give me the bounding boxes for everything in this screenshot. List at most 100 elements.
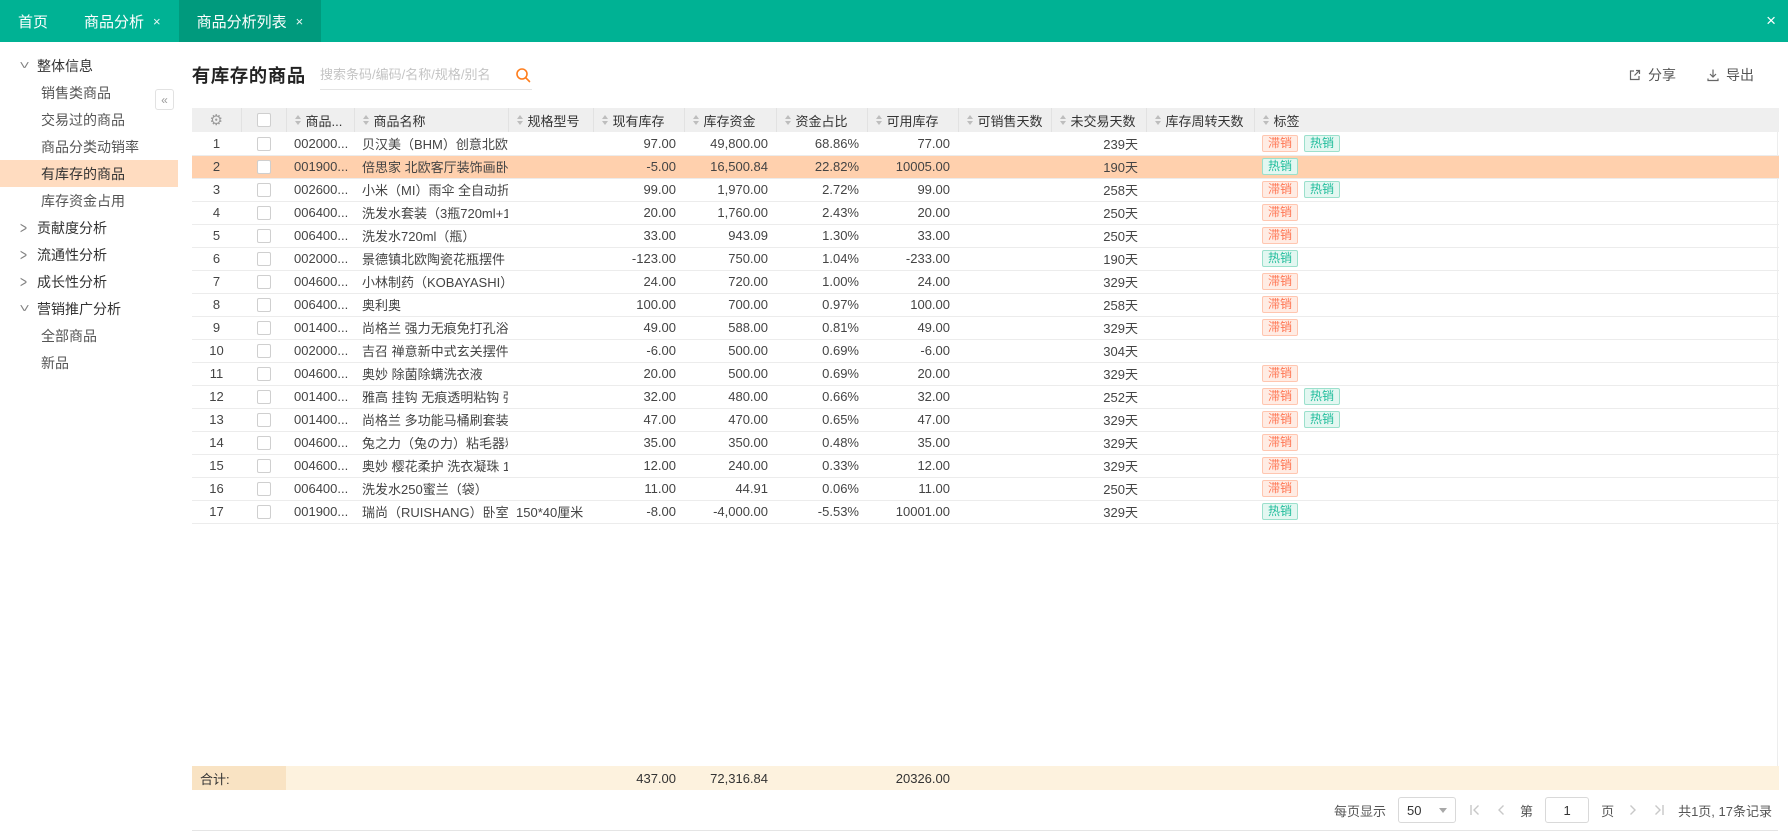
summary-cell — [354, 766, 508, 790]
tab-2[interactable]: 商品分析 × — [66, 0, 179, 42]
column-header-6[interactable]: 资金占比 — [776, 108, 868, 132]
row-checkbox[interactable] — [256, 137, 271, 152]
column-header-7[interactable]: 可用库存 — [867, 108, 959, 132]
row-checkbox[interactable] — [256, 183, 271, 198]
row-checkbox[interactable] — [256, 160, 271, 175]
column-header-10[interactable]: 库存周转天数 — [1146, 108, 1255, 132]
sidebar-item-1-3[interactable]: 商品分类动销率 — [41, 138, 139, 155]
page-title: 有库存的商品 — [192, 66, 306, 86]
table-row[interactable]: 16 006400... 洗发水250蜜兰（袋） 11.00 44.91 0.06% 11.… — [192, 477, 1779, 501]
cell-turnover_days — [1146, 132, 1254, 156]
table-row[interactable]: 6 002000...景德镇北欧陶瓷花瓶摆件 优雅 -123.00750.001.0… — [192, 247, 1779, 271]
tab-label: 首页 — [18, 13, 49, 31]
last-page-button[interactable] — [1652, 803, 1666, 817]
tab-close-icon[interactable]: × — [153, 13, 161, 29]
row-checkbox[interactable] — [256, 344, 271, 359]
tab-3[interactable]: 商品分析列表 × — [178, 0, 322, 42]
row-checkbox[interactable] — [256, 252, 271, 267]
prev-page-button[interactable] — [1494, 803, 1508, 817]
gear-icon[interactable]: ⚙ — [209, 112, 223, 129]
table-row[interactable]: 5 006400... 洗发水720ml（瓶） 33.00 943.09 1.30% 33.… — [192, 224, 1779, 248]
next-page-button[interactable] — [1626, 803, 1640, 817]
cell-sell_days — [958, 362, 1051, 386]
page-size-value: 50 — [1407, 802, 1422, 818]
sidebar-item-5-1[interactable]: 全部商品 — [41, 327, 97, 344]
summary-label: 合计: — [192, 766, 286, 790]
search-input[interactable] — [320, 67, 514, 82]
table-row[interactable]: 8 006400... 奥利奥 100.00 700.00 0.97% 100.00 258天… — [192, 293, 1779, 317]
export-button[interactable]: 导出 — [1706, 65, 1754, 85]
row-index: 12 — [192, 385, 241, 409]
sidebar-group-3[interactable]: > 流通性分析 — [0, 241, 178, 268]
sort-icon — [294, 115, 301, 125]
sidebar-item-5-2[interactable]: 新品 — [41, 354, 69, 371]
select-all-checkbox[interactable] — [256, 113, 271, 127]
table-row[interactable]: 7004600...小林制药（KOBAYASHI）日本24.00720.001.… — [192, 270, 1779, 294]
cell-tags: 滞销 — [1254, 477, 1779, 501]
sidebar-collapse-button[interactable]: « — [155, 89, 174, 110]
column-header-4[interactable]: 现有库存 — [593, 108, 685, 132]
column-header-9[interactable]: 未交易天数 — [1051, 108, 1147, 132]
row-checkbox[interactable] — [256, 505, 271, 520]
row-checkbox[interactable] — [256, 482, 271, 497]
table-row[interactable]: 1 002000...贝汉美（BHM）创意北欧陶瓷花瓶 97.0049,800.00… — [192, 132, 1779, 156]
tab-close-icon[interactable]: × — [295, 13, 304, 29]
cell-turnover_days — [1146, 155, 1254, 179]
cell-available: 24.00 — [867, 270, 958, 294]
cell-fund: 943.09 — [684, 224, 776, 248]
column-header-2[interactable]: 商品名称 — [354, 108, 509, 132]
column-header-8[interactable]: 可销售天数 — [958, 108, 1052, 132]
table-row[interactable]: 4006400...洗发水套装（3瓶720ml+1瓶）20.001,760.00… — [192, 201, 1779, 225]
page-size-select[interactable]: 50 — [1398, 797, 1457, 823]
share-button[interactable]: 分享 — [1628, 65, 1676, 85]
sidebar-item-1-2[interactable]: 交易过的商品 — [41, 111, 125, 128]
table-row[interactable]: 14004600...兔之力（兔の力）粘毛器粘尘35.00350.000.48%… — [192, 431, 1779, 455]
column-header-1[interactable]: 商品... — [286, 108, 355, 132]
page-size-label: 每页显示 — [1334, 803, 1387, 819]
sidebar-group-2[interactable]: > 贡献度分析 — [0, 214, 178, 241]
close-icon[interactable]: × — [1766, 11, 1776, 30]
row-checkbox[interactable] — [256, 459, 271, 474]
caret-down-icon — [875, 121, 882, 125]
table-row[interactable]: 17 001900...瑞尚（RUISHANG）卧室装饰150*40厘米-8.00… — [192, 500, 1779, 524]
column-header-5[interactable]: 库存资金 — [684, 108, 777, 132]
row-checkbox[interactable] — [256, 206, 271, 221]
search-icon[interactable] — [514, 66, 532, 84]
row-checkbox[interactable] — [256, 436, 271, 451]
cell-turnover_days — [1146, 454, 1254, 478]
sidebar-group-5[interactable]: > 营销推广分析 — [0, 295, 178, 322]
page-number-input[interactable] — [1545, 797, 1590, 823]
column-header-11[interactable]: 标签 — [1254, 108, 1779, 132]
row-checkbox[interactable] — [256, 390, 271, 405]
sidebar-group-4[interactable]: > 成长性分析 — [0, 268, 178, 295]
table-row[interactable]: 11 004600... 奥妙 除菌除螨洗衣液 20.00 500.00 0.69% 20.… — [192, 362, 1779, 386]
first-page-button[interactable] — [1468, 803, 1482, 817]
column-settings-header[interactable]: ⚙ — [192, 108, 242, 132]
row-index: 10 — [192, 339, 241, 363]
table-row[interactable]: 2 001900...倍思家 北欧客厅装饰画卧室床头 -5.0016,500.842… — [192, 155, 1779, 179]
row-checkbox[interactable] — [256, 229, 271, 244]
row-checkbox[interactable] — [256, 367, 271, 382]
row-checkbox[interactable] — [256, 321, 271, 336]
cell-ratio: 0.66% — [776, 385, 867, 409]
tab-1[interactable]: 首页 — [0, 0, 66, 42]
select-all-header[interactable] — [241, 108, 287, 132]
cell-ratio: 2.72% — [776, 178, 867, 202]
row-checkbox[interactable] — [256, 298, 271, 313]
sidebar-item-1-4[interactable]: 有库存的商品 — [0, 160, 178, 187]
sidebar-item-1-5[interactable]: 库存资金占用 — [41, 192, 125, 209]
row-checkbox[interactable] — [256, 413, 271, 428]
column-header-3[interactable]: 规格型号 — [508, 108, 594, 132]
row-checkbox-cell — [241, 454, 286, 478]
sidebar-item-1-1[interactable]: 销售类商品 — [41, 84, 111, 101]
sidebar-group-1[interactable]: > 整体信息 — [0, 52, 178, 79]
row-checkbox[interactable] — [256, 275, 271, 290]
cell-no_trade_days: 304天 — [1051, 339, 1146, 363]
cell-tags — [1254, 339, 1779, 363]
